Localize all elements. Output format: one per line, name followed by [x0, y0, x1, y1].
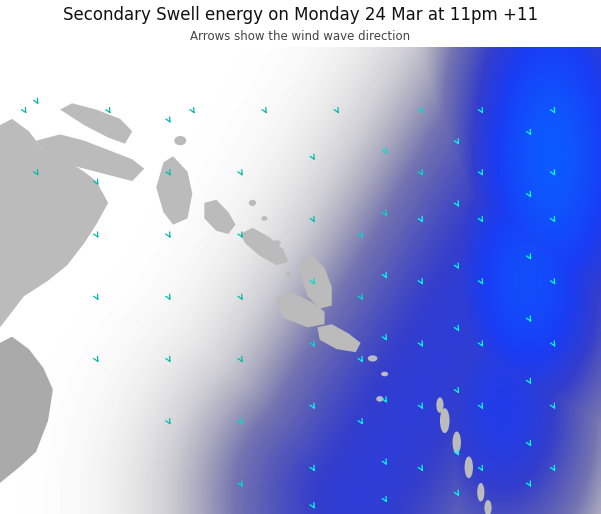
Ellipse shape: [261, 216, 267, 221]
Polygon shape: [317, 324, 361, 352]
Ellipse shape: [272, 240, 281, 246]
Polygon shape: [300, 256, 332, 308]
Ellipse shape: [477, 483, 484, 502]
Ellipse shape: [453, 432, 461, 453]
Ellipse shape: [249, 200, 256, 206]
Polygon shape: [276, 293, 325, 327]
Polygon shape: [36, 134, 144, 181]
Ellipse shape: [376, 396, 383, 401]
Polygon shape: [240, 228, 288, 265]
Polygon shape: [0, 337, 53, 483]
Ellipse shape: [381, 372, 388, 376]
Text: Arrows show the wind wave direction: Arrows show the wind wave direction: [191, 30, 410, 43]
Ellipse shape: [368, 355, 377, 361]
Ellipse shape: [436, 397, 444, 413]
Ellipse shape: [174, 136, 186, 145]
Polygon shape: [156, 156, 192, 225]
Polygon shape: [204, 200, 236, 234]
Polygon shape: [60, 103, 132, 144]
Polygon shape: [0, 119, 108, 327]
Text: Secondary Swell energy on Monday 24 Mar at 11pm +11: Secondary Swell energy on Monday 24 Mar …: [63, 6, 538, 24]
Ellipse shape: [465, 456, 473, 478]
Ellipse shape: [286, 272, 291, 277]
Ellipse shape: [484, 500, 492, 514]
Ellipse shape: [440, 408, 450, 433]
